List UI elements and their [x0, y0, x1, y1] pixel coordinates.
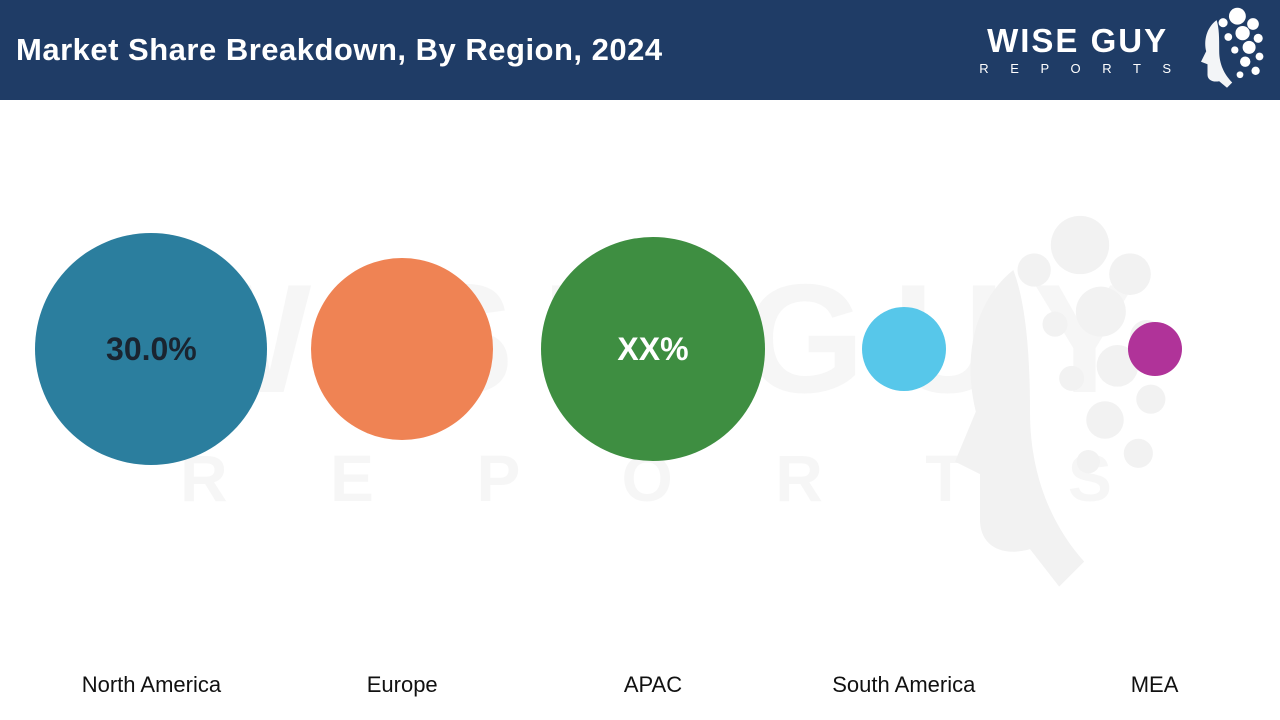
bubble-column-north-america: 30.0% North America — [26, 100, 277, 720]
bubble-mea — [1127, 322, 1182, 376]
dotted-head-icon — [1188, 7, 1266, 93]
bubble-area-apac: XX% — [528, 100, 779, 598]
bubble-column-europe: Europe — [277, 100, 528, 720]
bubble-north-america: 30.0% — [35, 233, 268, 465]
region-label-europe: Europe — [366, 672, 438, 697]
bubble-value-north-america: 30.0% — [106, 330, 197, 367]
region-label-north-america: North America — [81, 672, 222, 697]
region-label-mea: MEA — [1130, 672, 1179, 697]
bubble-column-mea: MEA — [1029, 100, 1280, 720]
bubble-area-south-america — [778, 100, 1029, 598]
brand-logo: WISE GUY R E P O R T S — [975, 7, 1266, 93]
bubble-area-north-america: 30.0% — [26, 100, 277, 598]
chart-area: WISE GUY R E P O R T S — [0, 100, 1280, 720]
bubble-apac: XX% — [540, 237, 765, 461]
region-label-apac: APAC — [623, 672, 683, 697]
bubble-value-apac: XX% — [617, 330, 689, 367]
brand-subtitle: R E P O R T S — [979, 61, 1180, 77]
bubble-column-apac: XX% APAC — [528, 100, 779, 720]
region-label-south-america: South America — [832, 672, 976, 697]
bubble-south-america — [861, 307, 946, 391]
bubble-column-south-america: South America — [778, 100, 1029, 720]
header-bar: Market Share Breakdown, By Region, 2024 … — [0, 0, 1280, 100]
brand-name: WISE GUY — [987, 21, 1169, 59]
bubble-europe — [311, 258, 494, 440]
page-title: Market Share Breakdown, By Region, 2024 — [16, 32, 663, 67]
bubble-area-mea — [1029, 100, 1280, 598]
brand-text: WISE GUY R E P O R T S — [975, 21, 1180, 77]
bubble-area-europe — [277, 100, 528, 598]
bubble-columns: 30.0% North America Europe XX% APAC — [0, 100, 1280, 720]
